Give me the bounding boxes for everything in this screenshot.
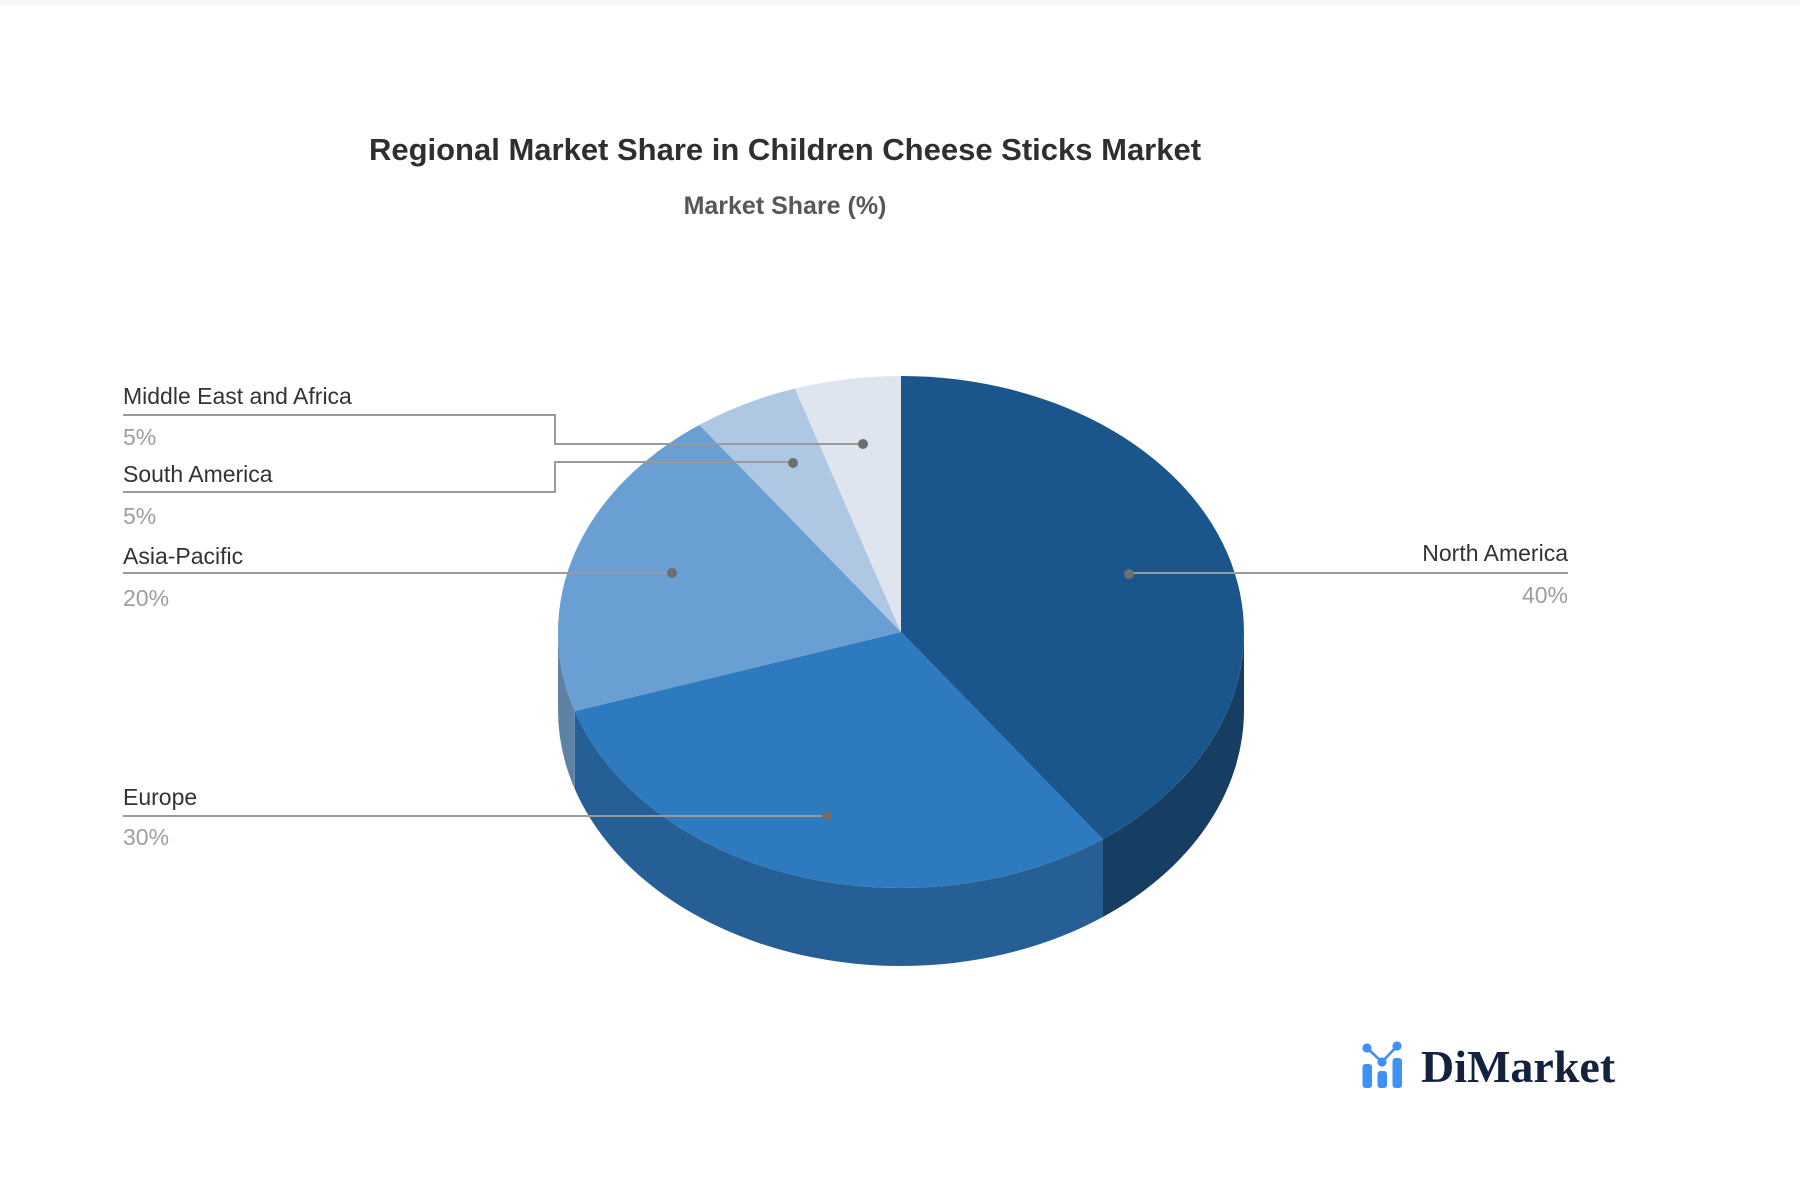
chart-subtitle: Market Share (%) bbox=[683, 192, 887, 220]
leader-line-south-america bbox=[123, 461, 793, 493]
pie-slice-europe[interactable] bbox=[574, 632, 1103, 888]
leader-dot-asia-pacific bbox=[667, 568, 677, 578]
label-europe: Europe bbox=[123, 784, 198, 810]
value-middle-east-and-africa: 5% bbox=[123, 424, 157, 450]
value-south-america: 5% bbox=[123, 503, 157, 529]
label-middle-east-and-africa: Middle East and Africa bbox=[123, 383, 352, 409]
pie-slice-middle-east-and-africa[interactable] bbox=[795, 376, 901, 632]
value-asia-pacific: 20% bbox=[123, 585, 170, 611]
value-europe: 30% bbox=[123, 824, 170, 850]
label-asia-pacific: Asia-Pacific bbox=[123, 543, 244, 569]
leader-dot-europe bbox=[822, 811, 832, 821]
leader-dot-middle-east-and-africa bbox=[858, 439, 868, 449]
label-south-america: South America bbox=[123, 461, 273, 487]
logo: DiMarket bbox=[1362, 1038, 1616, 1092]
bar-chart-logo-icon bbox=[1362, 1041, 1402, 1088]
top-border bbox=[0, 0, 1800, 5]
pie-slice-side-europe bbox=[574, 711, 1103, 966]
logo-text: DiMarket bbox=[1421, 1041, 1616, 1092]
chart-title: Regional Market Share in Children Cheese… bbox=[368, 132, 1202, 167]
leader-line-middle-east-and-africa bbox=[123, 414, 863, 445]
label-north-america: North America bbox=[1422, 540, 1568, 566]
leader-dot-south-america bbox=[788, 458, 798, 468]
pie-slice-asia-pacific[interactable] bbox=[558, 424, 901, 712]
pie-slice-north-america[interactable] bbox=[901, 376, 1244, 840]
value-north-america: 40% bbox=[1521, 582, 1568, 608]
leader-dot-north-america bbox=[1124, 569, 1134, 579]
pie-slice-side-north-america bbox=[1102, 632, 1244, 918]
pie-slice-side-asia-pacific bbox=[558, 632, 575, 790]
pie-slice-south-america[interactable] bbox=[699, 388, 901, 633]
